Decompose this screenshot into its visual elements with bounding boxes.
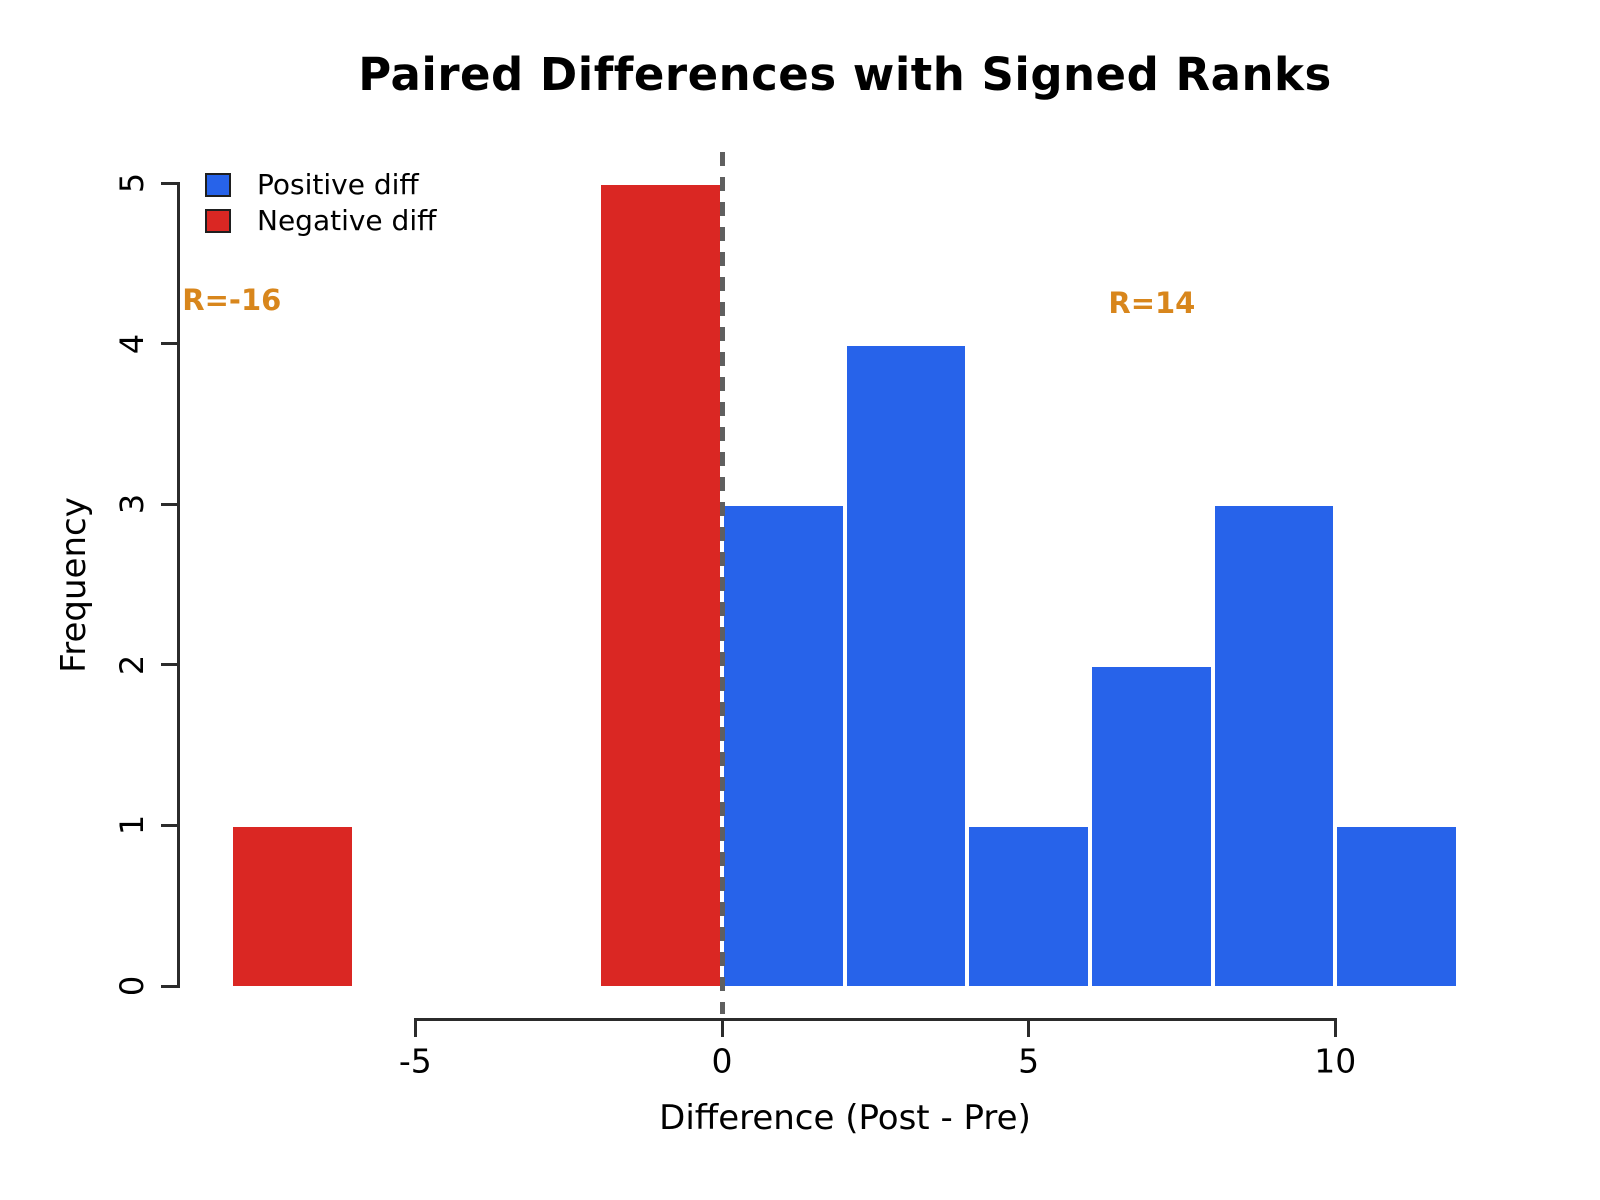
x-axis-tick	[720, 1021, 724, 1037]
y-axis-tick	[161, 663, 177, 667]
x-axis-tick	[1027, 1021, 1031, 1037]
y-tick-label: 3	[113, 494, 151, 515]
legend-label: Positive diff	[257, 168, 419, 201]
y-tick-label: 0	[113, 975, 151, 997]
zero-reference-line	[719, 152, 725, 1014]
x-axis-tick	[413, 1021, 417, 1037]
x-axis-line	[414, 1018, 1338, 1021]
x-axis-tick	[1333, 1021, 1337, 1037]
rank-sum-annotation: R=-16	[182, 283, 282, 318]
y-axis-line	[177, 182, 180, 988]
histogram-bar-negative	[231, 825, 355, 986]
histogram-bar-positive	[1089, 664, 1213, 986]
chart-title: Paired Differences with Signed Ranks	[358, 48, 1332, 101]
legend-swatch	[205, 208, 231, 233]
legend-item: Positive diff	[205, 170, 436, 199]
y-tick-label: 2	[113, 654, 151, 675]
legend: Positive diff Negative diff	[205, 170, 436, 235]
y-axis-tick	[161, 342, 177, 346]
x-tick-label: 0	[711, 1041, 733, 1081]
x-tick-label: 10	[1314, 1041, 1357, 1081]
x-tick-label: -5	[398, 1041, 432, 1081]
histogram-bar-positive	[1335, 825, 1458, 986]
y-axis-tick	[161, 502, 177, 506]
x-axis-title: Difference (Post - Pre)	[659, 1098, 1031, 1138]
y-axis-tick	[161, 181, 177, 185]
rank-sum-annotation: R=14	[1108, 286, 1196, 321]
legend-item: Negative diff	[205, 206, 436, 235]
y-axis-tick	[161, 984, 177, 988]
y-tick-label: 5	[113, 172, 151, 194]
histogram-bar-positive	[967, 825, 1090, 986]
histogram-bar-positive	[722, 504, 845, 986]
y-tick-label: 1	[113, 815, 151, 836]
histogram-bar-positive	[1212, 504, 1336, 986]
y-axis-title: Frequency	[54, 497, 94, 673]
x-tick-label: 5	[1018, 1041, 1040, 1081]
legend-label: Negative diff	[257, 204, 437, 237]
legend-swatch	[205, 172, 231, 197]
histogram-bar-positive	[844, 343, 968, 986]
histogram-bar-negative	[599, 183, 722, 986]
y-axis-tick	[161, 823, 177, 827]
y-tick-label: 4	[113, 333, 151, 354]
